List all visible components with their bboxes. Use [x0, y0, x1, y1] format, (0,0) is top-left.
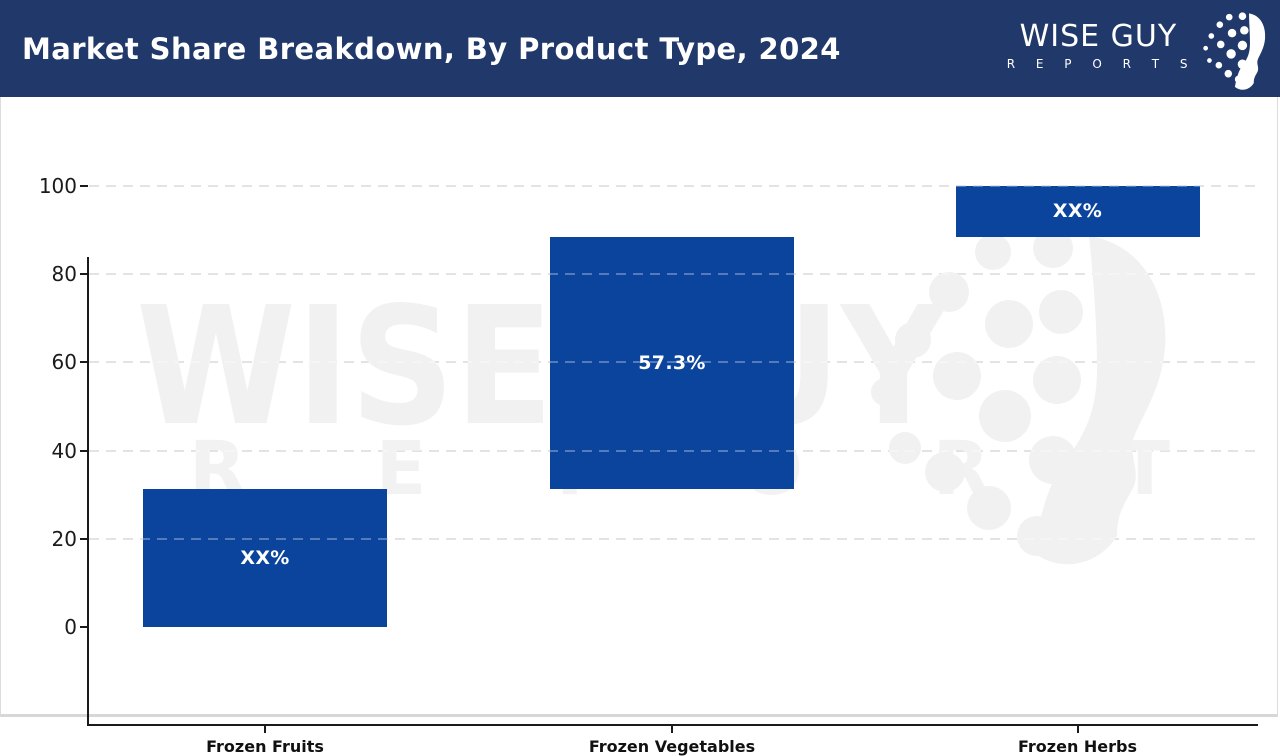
y-tick-label: 20 [51, 526, 77, 551]
x-axis-line [87, 724, 1258, 726]
y-tick-label: 80 [51, 262, 77, 287]
x-tick-mark [264, 726, 266, 733]
y-tick-mark [80, 185, 88, 187]
bar-value-label: XX% [1052, 200, 1103, 223]
wise-guy-logo: WISE GUY R E P O R T S [1007, 6, 1266, 92]
chart-canvas: WISE GUY R E P O R T S 020406080100XX%Fr… [0, 97, 1280, 756]
header-bar: Market Share Breakdown, By Product Type,… [0, 0, 1280, 97]
y-tick-label: 40 [51, 438, 77, 463]
y-tick-label: 60 [51, 350, 77, 375]
y-tick-mark [80, 449, 88, 452]
x-tick-mark [671, 726, 673, 733]
x-tick-mark [1076, 726, 1079, 733]
bar: XX% [955, 186, 1200, 237]
y-tick-mark [80, 273, 88, 276]
y-tick-label: 100 [38, 174, 77, 198]
bar: XX% [143, 489, 387, 627]
y-axis-line [87, 257, 89, 726]
gridline-overlay [89, 361, 1256, 364]
logo-text: WISE GUY R E P O R T S [1001, 19, 1196, 71]
x-category-label: Frozen Vegetables [588, 737, 756, 756]
dotted-face-profile-icon [1200, 10, 1266, 98]
bar: 57.3% [550, 236, 794, 490]
bar-value-label: 57.3% [638, 352, 706, 375]
y-tick-mark [80, 626, 88, 628]
gridline [89, 537, 1256, 540]
dotted-face-profile-watermark [857, 224, 1177, 588]
page-title: Market Share Breakdown, By Product Type,… [22, 31, 841, 66]
bar-value-label: XX% [240, 547, 290, 570]
gridline-overlay [89, 185, 1256, 187]
x-category-label: Frozen Herbs [1017, 737, 1138, 756]
y-tick-mark [80, 361, 88, 364]
logo-wordmark: WISE GUY [1019, 19, 1178, 54]
y-tick-label: 0 [64, 615, 77, 639]
y-tick-mark [80, 537, 88, 540]
gridline-overlay [89, 537, 1256, 540]
watermark-wordmark: WISE GUY [136, 273, 947, 462]
gridline-overlay [89, 449, 1256, 452]
logo-subtitle: R E P O R T S [1006, 56, 1196, 71]
gridline [89, 185, 1256, 187]
x-category-label: Frozen Fruits [206, 737, 324, 756]
gridline-overlay [89, 273, 1256, 276]
